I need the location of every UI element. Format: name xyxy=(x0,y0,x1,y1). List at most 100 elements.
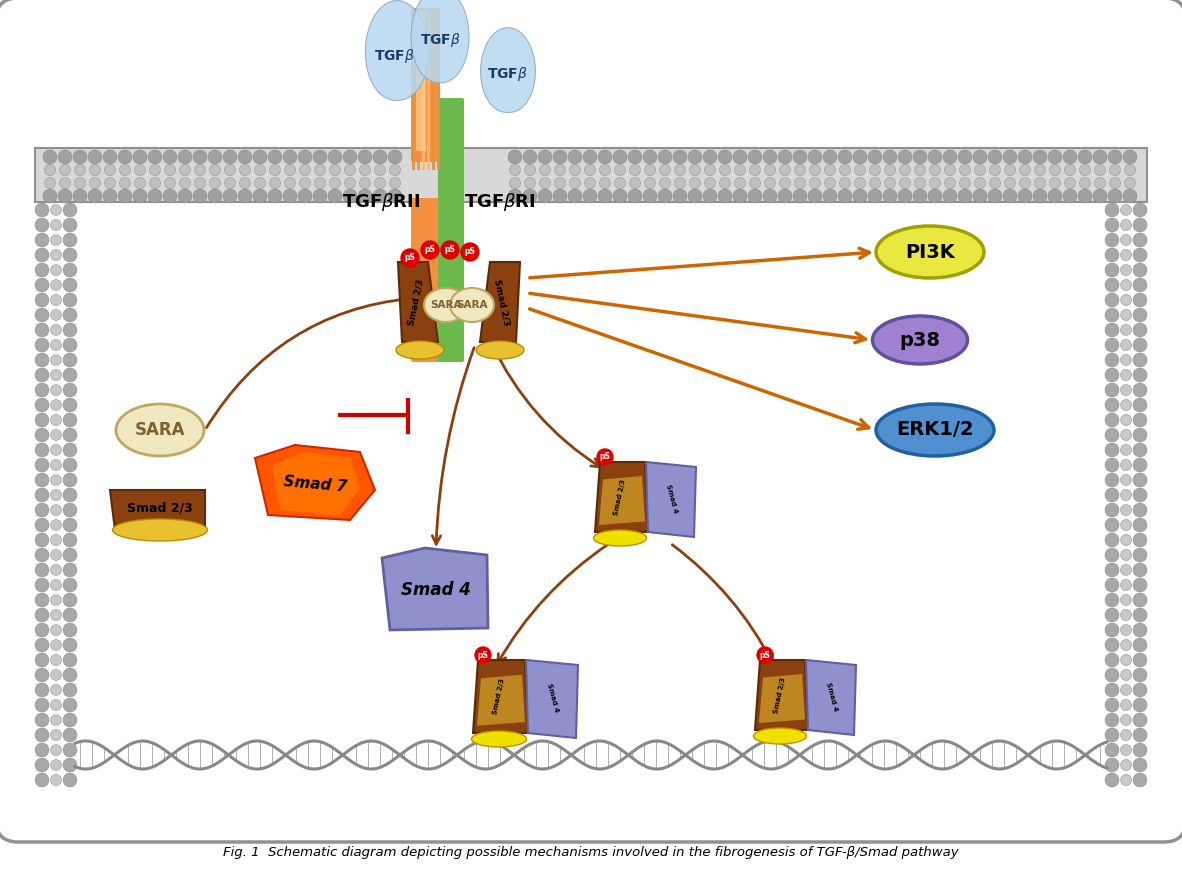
Circle shape xyxy=(1121,699,1131,711)
Circle shape xyxy=(282,150,297,164)
Circle shape xyxy=(1004,150,1017,164)
Circle shape xyxy=(51,460,61,471)
Circle shape xyxy=(195,165,206,175)
Circle shape xyxy=(299,165,311,175)
Circle shape xyxy=(63,488,77,502)
Circle shape xyxy=(1093,150,1108,164)
Circle shape xyxy=(1134,293,1147,307)
Circle shape xyxy=(974,178,986,188)
Circle shape xyxy=(613,189,626,203)
Circle shape xyxy=(765,165,775,175)
Circle shape xyxy=(35,773,48,787)
Circle shape xyxy=(238,189,252,203)
Circle shape xyxy=(1105,623,1119,637)
Circle shape xyxy=(1121,295,1131,305)
Circle shape xyxy=(268,189,282,203)
Circle shape xyxy=(1050,165,1060,175)
Polygon shape xyxy=(110,490,204,540)
Circle shape xyxy=(1121,714,1131,726)
Circle shape xyxy=(63,773,77,787)
Circle shape xyxy=(1050,178,1060,188)
Circle shape xyxy=(225,165,235,175)
Circle shape xyxy=(51,564,61,576)
Circle shape xyxy=(1079,178,1091,188)
Text: TGF$\beta$: TGF$\beta$ xyxy=(487,65,527,83)
Circle shape xyxy=(1048,150,1061,164)
Circle shape xyxy=(1105,533,1119,547)
Circle shape xyxy=(51,580,61,590)
Circle shape xyxy=(240,165,251,175)
Circle shape xyxy=(1134,323,1147,337)
Circle shape xyxy=(839,178,851,188)
Ellipse shape xyxy=(450,288,494,322)
Circle shape xyxy=(1121,685,1131,696)
Circle shape xyxy=(135,178,145,188)
Circle shape xyxy=(1121,624,1131,636)
Circle shape xyxy=(1134,653,1147,667)
Circle shape xyxy=(1121,370,1131,380)
Circle shape xyxy=(583,189,597,203)
FancyBboxPatch shape xyxy=(411,198,440,362)
Circle shape xyxy=(1105,398,1119,412)
Circle shape xyxy=(1134,248,1147,262)
Ellipse shape xyxy=(876,404,994,456)
Circle shape xyxy=(421,241,439,259)
Circle shape xyxy=(1134,533,1147,547)
Text: ERK1/2: ERK1/2 xyxy=(896,420,974,439)
Circle shape xyxy=(63,548,77,562)
Text: TGF$\beta$: TGF$\beta$ xyxy=(420,31,461,49)
Circle shape xyxy=(779,178,791,188)
Polygon shape xyxy=(481,28,535,112)
Circle shape xyxy=(1105,668,1119,682)
Circle shape xyxy=(1134,668,1147,682)
Circle shape xyxy=(1134,278,1147,292)
Bar xyxy=(416,10,420,170)
Polygon shape xyxy=(478,675,525,726)
Circle shape xyxy=(734,165,746,175)
Circle shape xyxy=(508,150,522,164)
Circle shape xyxy=(508,189,522,203)
Circle shape xyxy=(134,189,147,203)
Circle shape xyxy=(51,220,61,230)
Circle shape xyxy=(51,610,61,621)
Circle shape xyxy=(1105,203,1119,217)
Circle shape xyxy=(35,248,48,262)
Circle shape xyxy=(282,189,297,203)
Circle shape xyxy=(148,189,162,203)
Circle shape xyxy=(134,150,147,164)
Circle shape xyxy=(794,165,805,175)
Circle shape xyxy=(35,383,48,397)
Circle shape xyxy=(793,150,807,164)
Ellipse shape xyxy=(753,728,806,744)
Text: Smad 2/3: Smad 2/3 xyxy=(613,479,626,515)
Circle shape xyxy=(644,178,656,188)
Circle shape xyxy=(1005,165,1015,175)
Polygon shape xyxy=(759,674,805,723)
Circle shape xyxy=(388,150,402,164)
Circle shape xyxy=(1105,518,1119,532)
Circle shape xyxy=(1105,233,1119,247)
Circle shape xyxy=(208,150,222,164)
Circle shape xyxy=(509,165,520,175)
Circle shape xyxy=(943,189,957,203)
Circle shape xyxy=(51,699,61,711)
Circle shape xyxy=(330,178,340,188)
Text: Fig. 1  Schematic diagram depicting possible mechanisms involved in the fibrogen: Fig. 1 Schematic diagram depicting possi… xyxy=(223,846,959,859)
Circle shape xyxy=(63,368,77,382)
Circle shape xyxy=(748,150,762,164)
Circle shape xyxy=(1134,758,1147,772)
Circle shape xyxy=(51,549,61,561)
Circle shape xyxy=(1134,698,1147,712)
Polygon shape xyxy=(365,1,429,100)
Circle shape xyxy=(35,413,48,427)
Circle shape xyxy=(208,189,222,203)
Circle shape xyxy=(63,608,77,622)
Circle shape xyxy=(1121,535,1131,546)
Circle shape xyxy=(913,150,927,164)
Circle shape xyxy=(374,150,387,164)
Circle shape xyxy=(461,243,479,261)
Circle shape xyxy=(720,178,730,188)
Circle shape xyxy=(974,165,986,175)
Circle shape xyxy=(748,189,762,203)
Circle shape xyxy=(703,189,717,203)
